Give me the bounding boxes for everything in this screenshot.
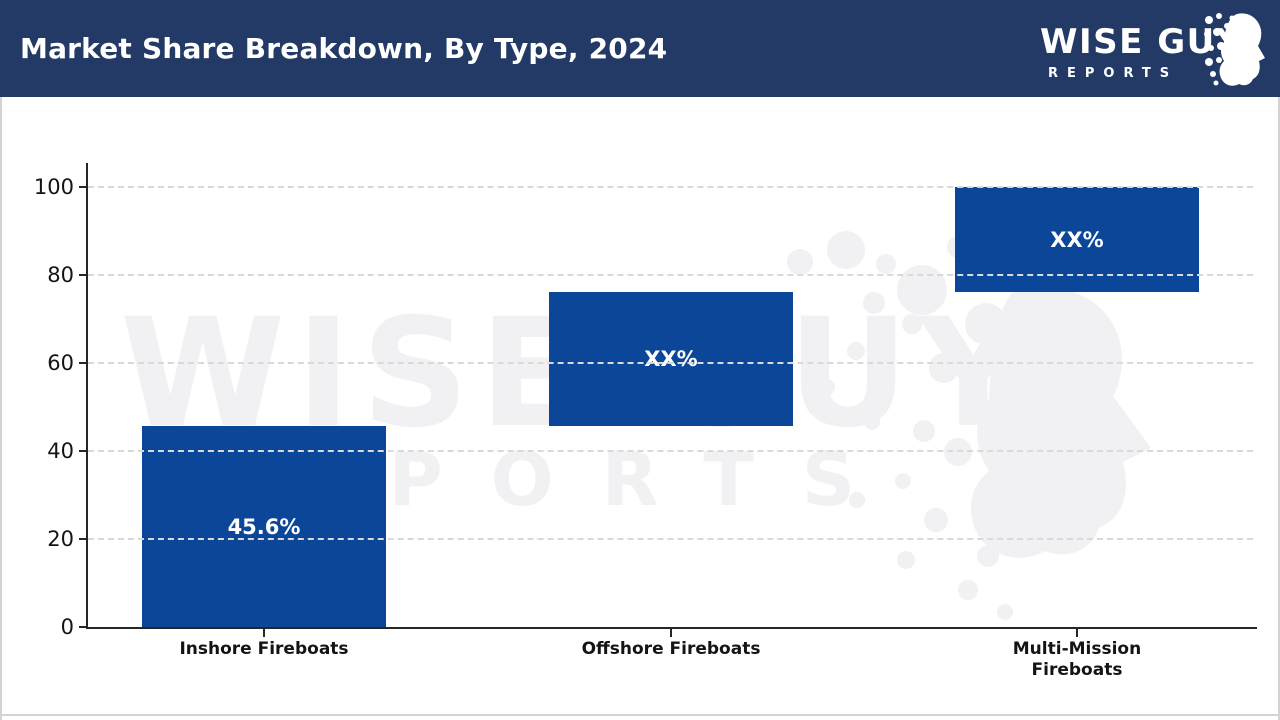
bar-value-label: XX%: [1050, 227, 1104, 252]
y-axis-tick-label: 0: [60, 615, 74, 639]
watermark-dots: [787, 231, 1041, 620]
y-axis-tick: [79, 274, 86, 276]
brand-wordmark: WISE GUY: [1040, 22, 1242, 62]
bar-1: 45.6%: [142, 426, 386, 627]
brand-logo: WISE GUY REPORTS: [1018, 10, 1268, 90]
bar-value-label: 45.6%: [227, 514, 301, 539]
x-axis-tick: [263, 629, 265, 637]
page-title: Market Share Breakdown, By Type, 2024: [20, 32, 668, 65]
gridline-y-100: [88, 186, 1253, 188]
x-axis-tick: [1076, 629, 1078, 637]
y-axis-tick-label: 40: [47, 439, 74, 463]
gridline-y-40: [88, 450, 1253, 452]
bar-2: XX%: [549, 292, 793, 427]
brand-subtext: REPORTS: [1048, 66, 1179, 81]
frame-border-left: [0, 97, 2, 720]
y-axis-tick: [79, 362, 86, 364]
x-axis-category-label: Inshore Fireboats: [179, 639, 349, 659]
watermark-face-silhouette: [970, 286, 1151, 558]
y-axis-tick-label: 80: [47, 263, 74, 287]
y-axis-tick: [79, 450, 86, 452]
frame-border-right: [1278, 97, 1280, 720]
x-axis-category-label: Offshore Fireboats: [581, 639, 761, 659]
y-axis-line: [86, 163, 88, 629]
gridline-y-60: [88, 362, 1253, 364]
gridline-y-20: [88, 538, 1253, 540]
gridline-y-80: [88, 274, 1253, 276]
y-axis-tick-label: 60: [47, 351, 74, 375]
x-axis-tick: [670, 629, 672, 637]
y-axis-tick-label: 100: [33, 175, 74, 199]
y-axis-tick: [79, 186, 86, 188]
x-axis-line: [86, 627, 1257, 629]
bar-3: XX%: [955, 187, 1199, 293]
frame-border-bottom: [0, 714, 1280, 716]
y-axis-tick: [79, 538, 86, 540]
x-axis-category-label: Multi-Mission Fireboats: [1012, 639, 1142, 681]
brand-face-icon: [1204, 13, 1265, 86]
y-axis-tick: [79, 626, 86, 628]
y-axis-tick-label: 20: [47, 527, 74, 551]
bar-value-label: XX%: [644, 347, 698, 372]
header: Market Share Breakdown, By Type, 2024 WI…: [0, 0, 1280, 97]
